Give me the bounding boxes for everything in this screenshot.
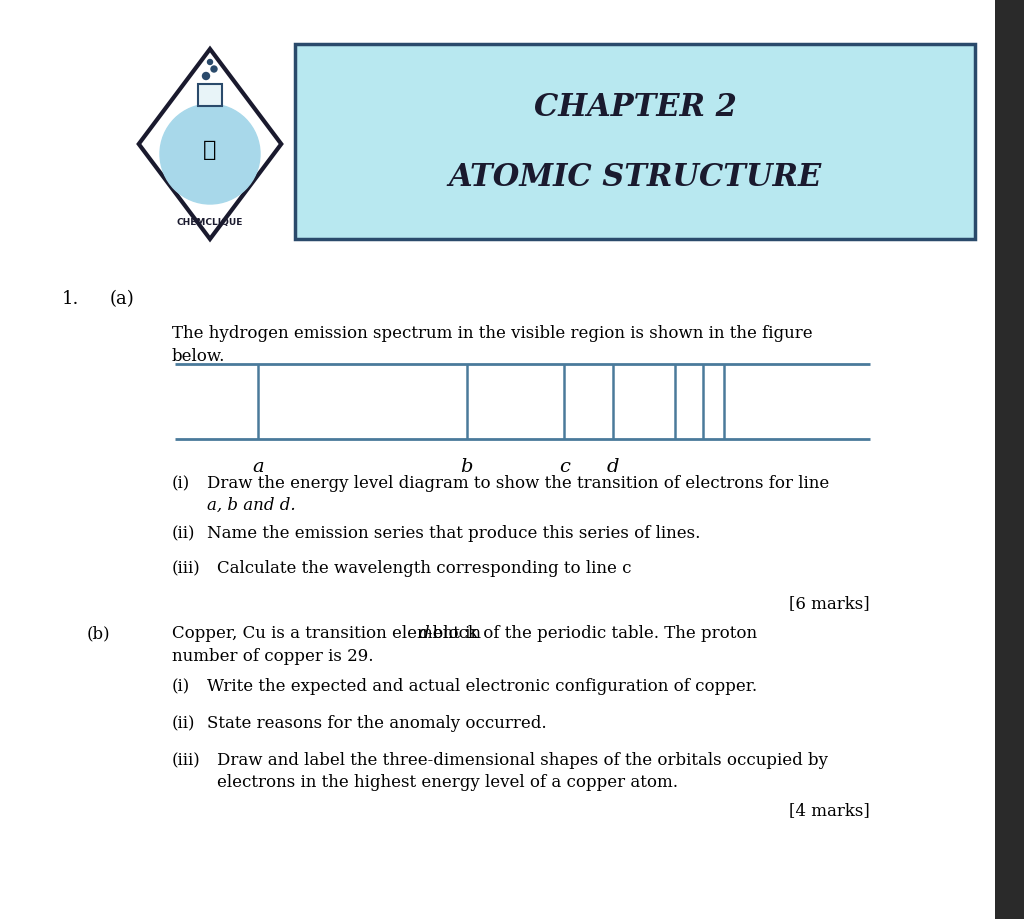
Text: 1.: 1. <box>62 289 80 308</box>
Text: b: b <box>461 458 473 475</box>
Text: a, b and d.: a, b and d. <box>207 496 296 514</box>
Text: d: d <box>419 624 430 641</box>
Text: [6 marks]: [6 marks] <box>790 595 870 611</box>
Text: Draw the energy level diagram to show the transition of electrons for line: Draw the energy level diagram to show th… <box>207 474 829 492</box>
Text: (a): (a) <box>110 289 135 308</box>
Text: 👥: 👥 <box>204 140 217 160</box>
Text: (iii): (iii) <box>172 751 201 768</box>
Text: number of copper is 29.: number of copper is 29. <box>172 647 374 664</box>
Text: (iii): (iii) <box>172 560 201 576</box>
FancyBboxPatch shape <box>995 0 1024 919</box>
Polygon shape <box>138 50 282 240</box>
Text: c: c <box>559 458 569 475</box>
Text: (ii): (ii) <box>172 525 196 541</box>
Text: (i): (i) <box>172 677 190 694</box>
Text: d: d <box>606 458 620 475</box>
Text: CHEMCLIQUE: CHEMCLIQUE <box>177 217 243 226</box>
Text: Calculate the wavelength corresponding to line c: Calculate the wavelength corresponding t… <box>217 560 632 576</box>
Text: State reasons for the anomaly occurred.: State reasons for the anomaly occurred. <box>207 714 547 732</box>
Circle shape <box>211 67 217 73</box>
Text: -block of the periodic table. The proton: -block of the periodic table. The proton <box>427 624 757 641</box>
Circle shape <box>203 74 210 81</box>
Text: Draw and label the three-dimensional shapes of the orbitals occupied by: Draw and label the three-dimensional sha… <box>217 751 828 768</box>
Text: Write the expected and actual electronic configuration of copper.: Write the expected and actual electronic… <box>207 677 757 694</box>
Text: The hydrogen emission spectrum in the visible region is shown in the figure: The hydrogen emission spectrum in the vi… <box>172 324 813 342</box>
Text: ATOMIC STRUCTURE: ATOMIC STRUCTURE <box>449 162 821 193</box>
Text: Copper, Cu is a transition element in: Copper, Cu is a transition element in <box>172 624 486 641</box>
Text: Name the emission series that produce this series of lines.: Name the emission series that produce th… <box>207 525 700 541</box>
Circle shape <box>208 61 213 65</box>
Text: [4 marks]: [4 marks] <box>790 801 870 818</box>
Text: below.: below. <box>172 347 225 365</box>
Text: (ii): (ii) <box>172 714 196 732</box>
FancyBboxPatch shape <box>295 45 975 240</box>
FancyBboxPatch shape <box>198 85 222 107</box>
Text: CHAPTER 2: CHAPTER 2 <box>534 92 736 123</box>
Text: a: a <box>253 458 264 475</box>
Text: electrons in the highest energy level of a copper atom.: electrons in the highest energy level of… <box>217 773 678 790</box>
Circle shape <box>160 105 260 205</box>
Text: (b): (b) <box>87 624 111 641</box>
Text: (i): (i) <box>172 474 190 492</box>
